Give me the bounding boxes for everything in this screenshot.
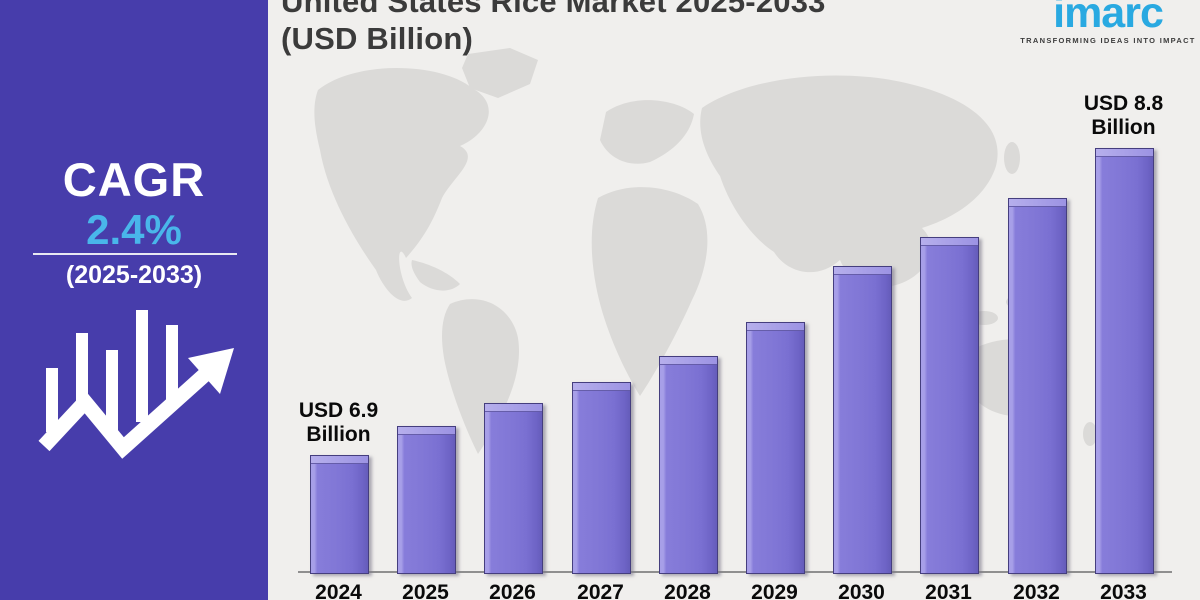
bar-2032 (1008, 198, 1067, 574)
imarc-wordmark: imarc (1053, 0, 1164, 37)
bar-value-label-2024: USD 6.9 Billion (269, 399, 409, 447)
value-label-line2: Billion (1091, 116, 1156, 139)
value-label-line1: USD 8.8 (1083, 92, 1164, 115)
bar-value-label-2033: USD 8.8 Billion (1054, 92, 1194, 140)
x-axis-label-2028: 2028 (664, 581, 711, 600)
x-axis-label-2024: 2024 (315, 581, 362, 600)
value-label-line1: USD 6.9 (298, 399, 379, 422)
divider (33, 253, 237, 255)
bar-2024 (310, 455, 369, 574)
x-axis-label-2030: 2030 (838, 581, 885, 600)
x-axis-label-2033: 2033 (1100, 581, 1147, 600)
cagr-sidebar: CAGR 2.4% (2025-2033) (0, 0, 268, 600)
imarc-tagline: TRANSFORMING IDEAS INTO IMPACT (1020, 36, 1196, 45)
x-axis-label-2029: 2029 (751, 581, 798, 600)
x-axis-line (298, 571, 1172, 573)
x-axis-label-2027: 2027 (577, 581, 624, 600)
bar-2031 (920, 237, 979, 574)
bar-chart-growth-arrow-icon (38, 296, 248, 469)
bar-2030 (833, 266, 892, 574)
cagr-value: 2.4% (86, 206, 182, 253)
bar-2027 (572, 382, 631, 574)
bar-2026 (484, 403, 543, 574)
page-title-line2: (USD Billion) (281, 21, 474, 56)
bar-2025 (397, 426, 456, 574)
x-axis-label-2025: 2025 (402, 581, 449, 600)
x-axis-label-2031: 2031 (925, 581, 972, 600)
page-title-line1: United States Rice Market 2025-2033 (281, 0, 826, 19)
bar-2029 (746, 322, 805, 574)
value-label-line2: Billion (306, 423, 371, 446)
x-axis-label-2026: 2026 (489, 581, 536, 600)
imarc-logo: imarc TRANSFORMING IDEAS INTO IMPACT (1018, 0, 1198, 45)
cagr-label: CAGR (62, 153, 206, 206)
bar-2028 (659, 356, 718, 574)
cagr-period: (2025-2033) (65, 261, 203, 289)
bar-2033 (1095, 148, 1154, 574)
page-title: United States Rice Market 2025-2033 (USD… (281, 0, 941, 57)
world-map-watermark (314, 48, 1097, 454)
x-axis-label-2032: 2032 (1013, 581, 1060, 600)
